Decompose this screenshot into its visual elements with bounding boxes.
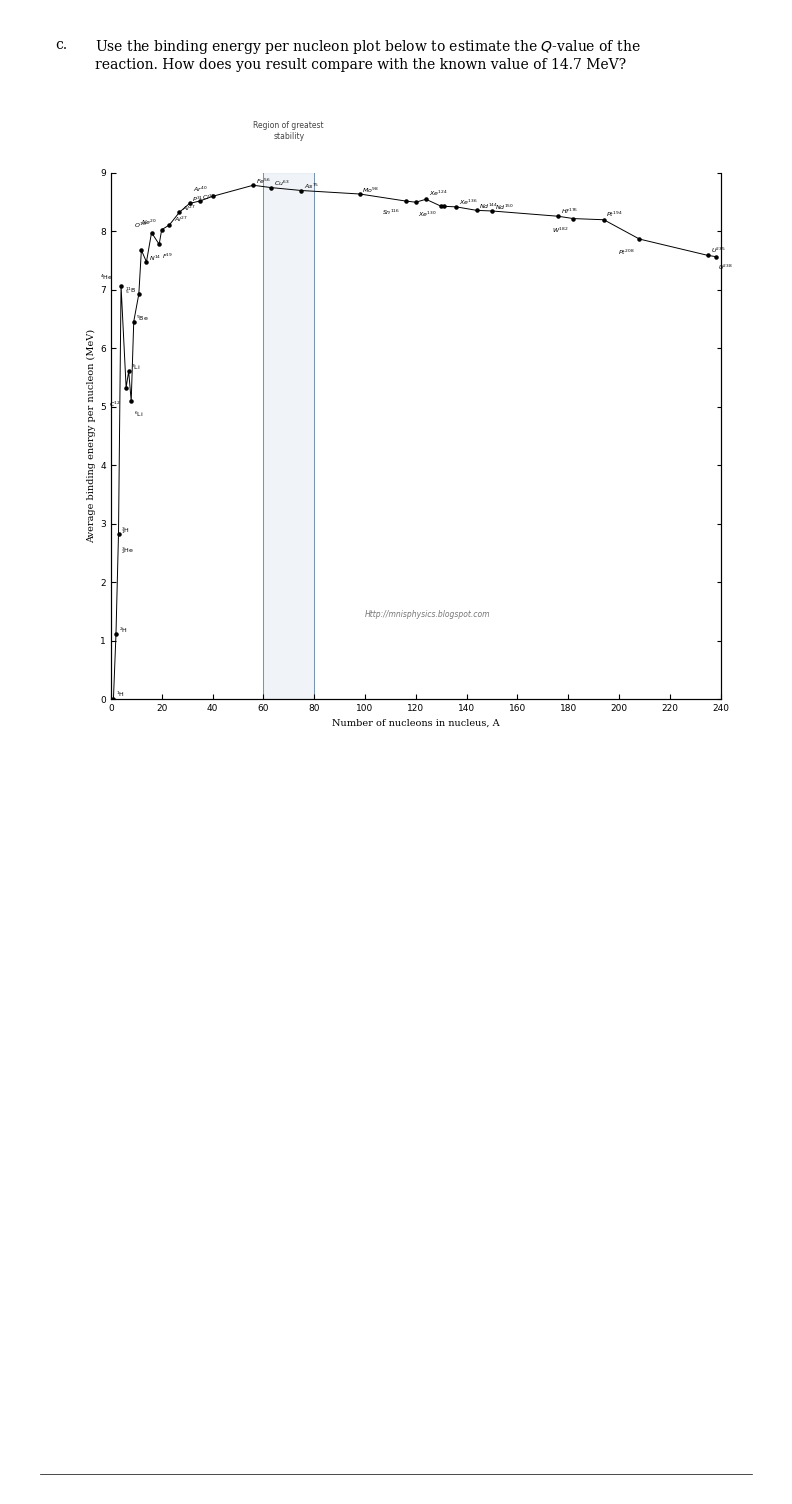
Text: $Cl^{35}$: $Cl^{35}$ (203, 193, 216, 202)
Point (128, 310, 140, 334)
Text: $Sn^{116}$: $Sn^{116}$ (383, 208, 401, 218)
Text: $^{3}_{1}$H: $^{3}_{1}$H (121, 525, 130, 535)
Point (450, 196, 463, 220)
Text: $^{6}$Li: $^{6}$Li (134, 409, 143, 418)
Text: $^{2}$H: $^{2}$H (119, 626, 128, 635)
Point (135, 238, 148, 262)
Text: $Xe^{136}$: $Xe^{136}$ (459, 199, 478, 208)
Point (633, 227, 645, 251)
Text: $Nd^{150}$: $Nd^{150}$ (494, 202, 513, 212)
Point (183, 191, 196, 215)
Bar (264, 173, 314, 699)
X-axis label: Number of nucleons in nucleus, A: Number of nucleons in nucleus, A (332, 719, 500, 728)
Point (437, 194, 450, 218)
Point (132, 283, 145, 307)
Point (153, 232, 166, 256)
Text: $^{4}$He: $^{4}$He (100, 272, 113, 281)
Point (485, 199, 498, 223)
Point (399, 190, 412, 214)
Point (597, 208, 610, 232)
Text: $U^{235}$: $U^{235}$ (710, 247, 725, 256)
Point (155, 218, 168, 242)
Point (145, 221, 158, 245)
Point (567, 206, 580, 230)
Text: $^{7}$Li: $^{7}$Li (131, 362, 141, 373)
Text: $C^{12}$: $C^{12}$ (109, 400, 121, 409)
Text: $As^{75}$: $As^{75}$ (304, 182, 319, 191)
Point (109, 623, 122, 647)
Text: $U^{238}$: $U^{238}$ (718, 263, 733, 272)
Text: $Pt^{194}$: $Pt^{194}$ (607, 209, 623, 218)
Text: Region of greatest
stability: Region of greatest stability (253, 122, 324, 141)
Text: $Ne^{20}$: $Ne^{20}$ (141, 218, 157, 227)
Point (710, 245, 722, 269)
Point (107, 687, 120, 711)
Point (122, 359, 135, 384)
Text: Use the binding energy per nucleon plot below to estimate the $Q$-value of the
r: Use the binding energy per nucleon plot … (95, 38, 641, 72)
Point (193, 190, 206, 214)
Point (470, 199, 483, 223)
Text: $Nd^{144}$: $Nd^{144}$ (479, 202, 498, 211)
Point (115, 274, 128, 298)
Text: $Ar^{40}$: $Ar^{40}$ (192, 185, 208, 194)
Text: $Hf^{176}$: $Hf^{176}$ (561, 206, 578, 215)
Text: $Xe^{130}$: $Xe^{130}$ (418, 209, 437, 218)
Text: $Al^{27}$: $Al^{27}$ (182, 203, 196, 212)
Point (247, 173, 260, 197)
Text: $N^{14}$: $N^{14}$ (149, 254, 162, 263)
Text: $Mo^{98}$: $Mo^{98}$ (363, 185, 379, 194)
Text: $Cu^{63}$: $Cu^{63}$ (273, 179, 289, 188)
Text: $^{3}_{2}$He: $^{3}_{2}$He (121, 544, 135, 555)
Text: c.: c. (55, 38, 67, 51)
Point (173, 200, 186, 224)
Text: $P^{31}$: $P^{31}$ (192, 194, 204, 205)
Point (206, 185, 219, 209)
Point (353, 182, 366, 206)
Text: Http://mnisphysics.blogspot.com: Http://mnisphysics.blogspot.com (365, 611, 490, 620)
Point (435, 194, 447, 218)
Y-axis label: Average binding energy per nucleon (MeV): Average binding energy per nucleon (MeV) (87, 329, 96, 543)
Text: $O^{16}$: $O^{16}$ (134, 221, 147, 230)
Point (112, 522, 125, 546)
Text: $Fe^{56}$: $Fe^{56}$ (256, 176, 271, 186)
Text: $Xe^{124}$: $Xe^{124}$ (428, 190, 447, 199)
Point (120, 376, 132, 400)
Point (140, 250, 153, 274)
Text: $^{9}$Be: $^{9}$Be (136, 313, 149, 323)
Point (125, 390, 138, 414)
Point (702, 244, 714, 268)
Point (420, 186, 432, 211)
Text: $Al^{27}$: $Al^{27}$ (174, 215, 188, 224)
Point (163, 214, 176, 238)
Text: $Pt^{208}$: $Pt^{208}$ (618, 247, 634, 257)
Text: $F^{19}$: $F^{19}$ (162, 251, 173, 260)
Text: $^{1}$H: $^{1}$H (116, 690, 125, 699)
Point (265, 176, 277, 200)
Text: $^{11}_{5}$B: $^{11}_{5}$B (124, 286, 136, 296)
Point (552, 205, 565, 229)
Point (409, 190, 422, 214)
Text: $W^{182}$: $W^{182}$ (552, 226, 569, 235)
Point (295, 179, 308, 203)
